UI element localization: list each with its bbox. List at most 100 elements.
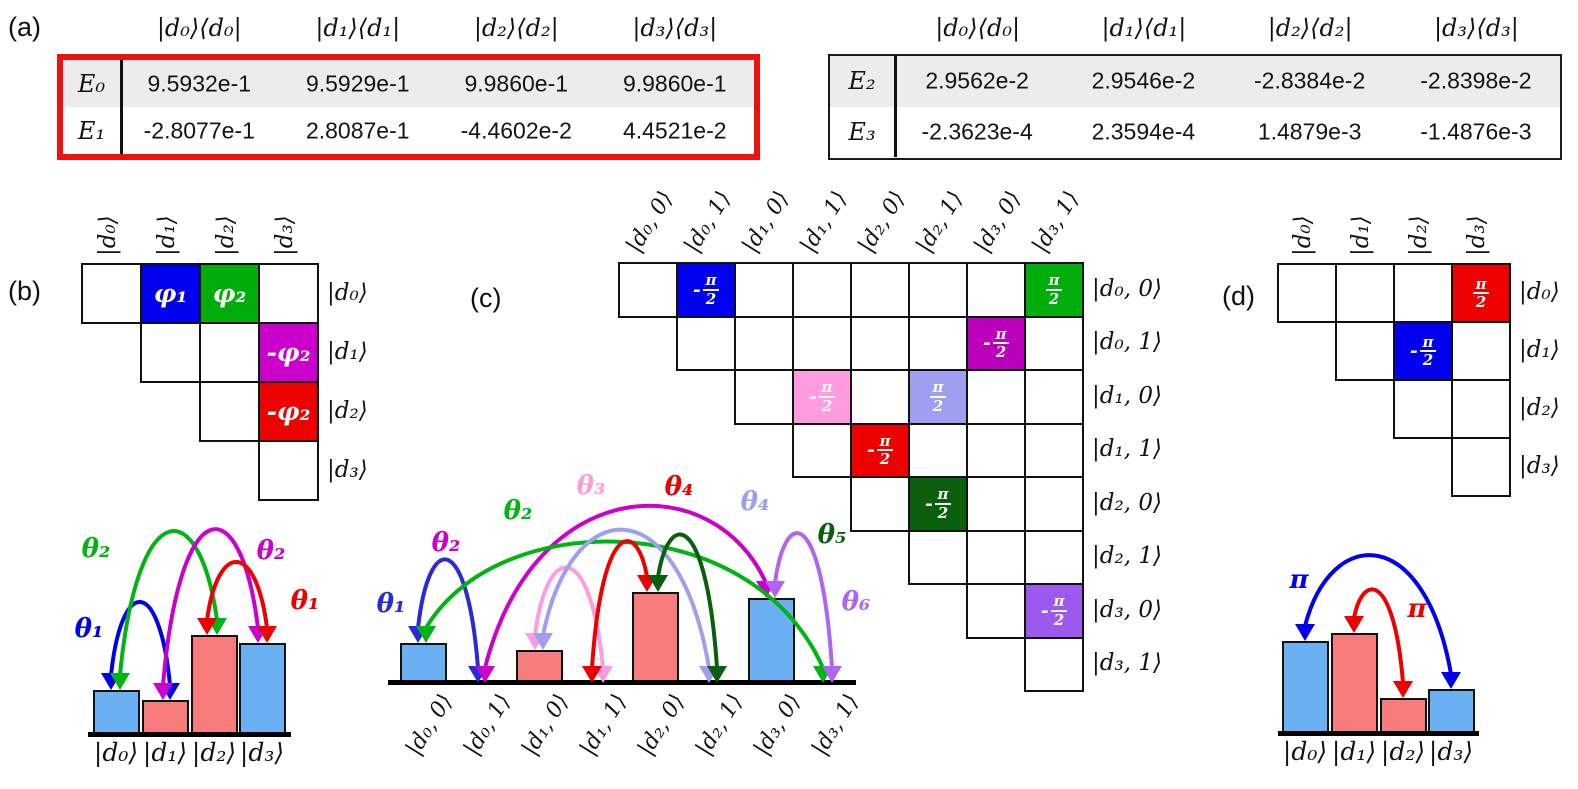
table-row-label: E₀	[77, 69, 106, 98]
fraction-numerator: π	[1048, 271, 1060, 290]
arrowhead-icon	[533, 633, 553, 650]
minus-sign: -	[866, 439, 875, 462]
phase-value: φ₂	[212, 279, 247, 308]
table-row-shading	[63, 60, 754, 107]
matrix-col-label: |d₂, 0⟩	[853, 187, 911, 257]
arrow-label: θ₃	[576, 471, 606, 501]
matrix-cell	[1024, 476, 1084, 532]
matrix-cell	[258, 263, 319, 324]
matrix-cell: -φ₂	[258, 381, 319, 442]
arrowhead-icon	[637, 575, 657, 592]
matrix-cell	[966, 422, 1026, 478]
table-value-cell: 9.5932e-1	[147, 70, 252, 96]
panel-d-label: (d)	[1222, 281, 1255, 311]
bar	[1330, 633, 1378, 733]
fraction-numerator: π	[879, 431, 891, 450]
matrix-col-label: |d₀, 1⟩	[679, 187, 737, 257]
table-value-cell: -2.3623e-4	[921, 118, 1033, 145]
coupling-arrow	[205, 560, 269, 630]
x-axis-label: |d₀⟩	[93, 738, 139, 767]
arrow-label: θ₄	[740, 487, 770, 517]
table-row-label: E₃	[848, 117, 876, 146]
table-value-cell: 9.9860e-1	[464, 70, 569, 96]
matrix-row-label: |d₂⟩	[327, 397, 368, 424]
matrix-col-label: |d₂⟩	[1406, 215, 1432, 256]
table-value-cell: -2.8077e-1	[143, 117, 255, 143]
x-axis-label: |d₁, 0⟩	[517, 690, 575, 760]
arrow-label: π	[1289, 565, 1309, 595]
bar	[92, 690, 140, 734]
arrowhead-icon	[110, 673, 130, 690]
matrix-col-label: |d₁⟩	[1348, 215, 1374, 256]
arrow-label: θ₂	[431, 528, 461, 558]
table-column-header: |d₀⟩⟨d₀|	[156, 14, 242, 42]
table-value-cell: 2.9562e-2	[925, 67, 1029, 94]
table-divider-line	[894, 56, 897, 157]
matrix-cell	[908, 262, 968, 318]
table-value-cell: 2.9546e-2	[1091, 67, 1196, 94]
axis-baseline	[88, 732, 291, 737]
arrow-label: θ₂	[503, 496, 533, 526]
matrix-cell	[908, 315, 968, 371]
matrix-cell	[1335, 263, 1395, 323]
matrix-cell	[1451, 437, 1511, 497]
matrix-cell	[850, 315, 910, 371]
fraction-numerator: π	[937, 485, 949, 504]
arrow-label: π	[1407, 594, 1427, 624]
matrix-cell	[258, 440, 319, 501]
matrix-cell	[850, 369, 910, 425]
matrix-cell	[966, 369, 1026, 425]
fraction-denominator: 2	[1472, 292, 1490, 311]
fraction-numerator: π	[705, 271, 717, 290]
table-eigenvectors-E0-E1: E₀ 9.5932e-1 9.5929e-1 9.9860e-1 9.9860e-1 E₁…	[57, 54, 760, 160]
matrix-row-label: |d₀⟩	[1519, 279, 1560, 305]
fraction-denominator: 2	[1050, 609, 1068, 629]
fraction-denominator: 2	[702, 288, 720, 308]
table-value-cell: -1.4876e-3	[1420, 118, 1532, 145]
matrix-cell	[1024, 315, 1084, 371]
fraction-denominator: 2	[1419, 350, 1437, 369]
arrowhead-icon	[257, 626, 277, 643]
arrow-label: θ₂	[81, 534, 111, 564]
matrix-cell	[734, 262, 794, 318]
table-column-header: |d₂⟩⟨d₂|	[1267, 14, 1353, 42]
x-axis-label: |d₀, 0⟩	[401, 690, 459, 760]
table-divider-line	[120, 60, 123, 154]
matrix-col-label: |d₂, 1⟩	[911, 187, 969, 257]
bar	[399, 643, 447, 682]
matrix-col-label: |d₃, 1⟩	[1027, 187, 1085, 257]
bar	[631, 592, 679, 682]
minus-sign: -	[924, 492, 933, 515]
matrix-row-label: |d₁⟩	[1519, 337, 1560, 363]
panel-c-label: (c)	[470, 283, 502, 313]
fraction-denominator: 2	[929, 395, 947, 415]
matrix-cell	[81, 263, 142, 324]
arrow-label: θ₅	[817, 520, 847, 550]
matrix-col-label: |d₁, 0⟩	[737, 187, 795, 257]
coupling-arrow	[541, 527, 711, 670]
table-value-cell: 9.5929e-1	[305, 70, 410, 96]
table-column-header: |d₀⟩⟨d₀|	[935, 14, 1021, 42]
minus-sign: -	[692, 278, 701, 301]
arrow-label: θ₂	[256, 536, 286, 566]
x-axis-label: |d₃, 0⟩	[749, 690, 807, 760]
x-axis-label: |d₃⟩	[239, 738, 285, 767]
matrix-cell	[1451, 321, 1511, 381]
x-axis-label: |d₂, 1⟩	[691, 690, 749, 760]
arrowhead-icon	[525, 633, 545, 650]
matrix-cell	[1024, 422, 1084, 478]
bar	[1379, 698, 1427, 733]
matrix-row-label: |d₂, 1⟩	[1092, 543, 1162, 570]
bar	[238, 643, 286, 734]
matrix-cell	[792, 262, 852, 318]
table-eigenvectors-E2-E3: E₂ 2.9562e-2 2.9546e-2 -2.8384e-2 -2.8398e-2…	[828, 54, 1562, 160]
